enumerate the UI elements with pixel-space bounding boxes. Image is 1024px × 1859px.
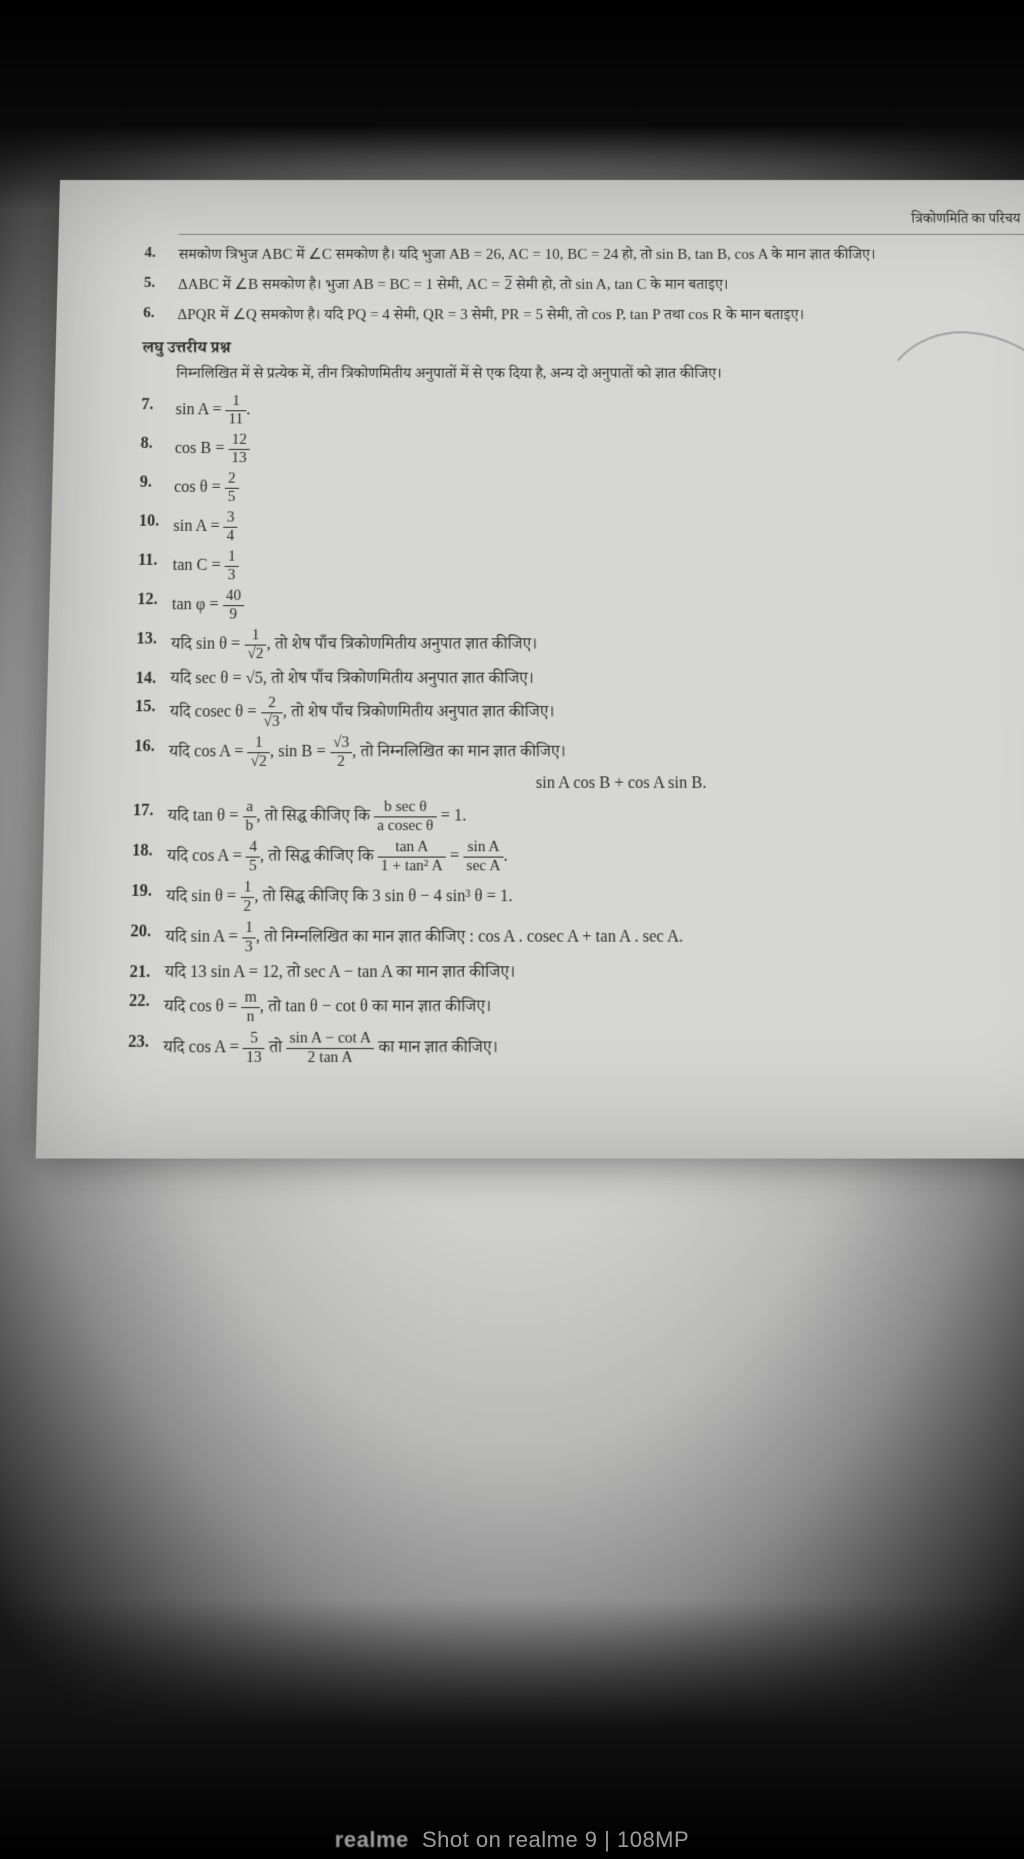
ratio-item: 7.sin A = 111.	[141, 394, 1024, 428]
camera-watermark: realme Shot on realme 9 | 108MP	[0, 1827, 1024, 1859]
question-item: 18.यदि cos A = 45, तो सिद्ध कीजिए कि tan…	[132, 840, 1024, 875]
question-item: 15.यदि cosec θ = 2√3, तो शेष पाँच त्रिको…	[135, 695, 1024, 730]
ratio-item: 10.sin A = 34	[138, 510, 1024, 544]
vignette-bottom	[0, 1599, 1024, 1859]
chapter-title: त्रिकोणमिति का परिचय	[911, 212, 1021, 227]
question-item: 20.यदि sin A = 13, तो निम्नलिखित का मान …	[130, 921, 1024, 956]
ratio-item: 11.tan C = 13	[138, 549, 1024, 583]
question-item: 16.यदि cos A = 1√2, sin B = √32, तो निम्…	[133, 735, 1024, 794]
pen-mark	[892, 310, 1024, 401]
running-head: त्रिकोणमिति का परिचय | 217	[179, 210, 1024, 235]
question-item: 13.यदि sin θ = 1√2, तो शेष पाँच त्रिकोणम…	[136, 628, 1024, 662]
textbook-page: त्रिकोणमिति का परिचय | 217 4.समकोण त्रिभ…	[36, 180, 1024, 1158]
question-item: 21.यदि 13 sin A = 12, तो sec A − tan A क…	[129, 961, 1024, 984]
watermark-brand: realme	[335, 1827, 409, 1852]
question-list: 13.यदि sin θ = 1√2, तो शेष पाँच त्रिकोणम…	[163, 628, 1024, 1066]
ratio-item: 8.cos B = 1213	[140, 433, 1024, 467]
question-item: 17.यदि tan θ = ab, तो सिद्ध कीजिए कि b s…	[132, 800, 1024, 835]
question-item: 14.यदि sec θ = √5, तो शेष पाँच त्रिकोणमि…	[135, 667, 1024, 690]
question-item: 22.यदि cos θ = mn, तो tan θ − cot θ का म…	[128, 990, 1024, 1025]
ratio-list: 7.sin A = 111.8.cos B = 12139.cos θ = 25…	[172, 394, 1024, 623]
question-item: 4.समकोण त्रिभुज ABC में ∠C समकोण है। यदि…	[144, 245, 1024, 269]
photo-surface: त्रिकोणमिति का परिचय | 217 4.समकोण त्रिभ…	[0, 0, 1024, 1859]
question-item: 5.ΔABC में ∠B समकोण है। भुजा AB = BC = 1…	[144, 275, 1024, 299]
ratio-item: 9.cos θ = 25	[139, 471, 1024, 505]
watermark-text: Shot on realme 9 | 108MP	[422, 1827, 689, 1852]
question-item: 19.यदि sin θ = 12, तो सिद्ध कीजिए कि 3 s…	[131, 880, 1024, 915]
vignette-top	[0, 0, 1024, 210]
ratio-item: 12.tan φ = 409	[137, 589, 1024, 623]
question-item: 23.यदि cos A = 513 तो sin A − cot A2 tan…	[128, 1030, 1024, 1066]
